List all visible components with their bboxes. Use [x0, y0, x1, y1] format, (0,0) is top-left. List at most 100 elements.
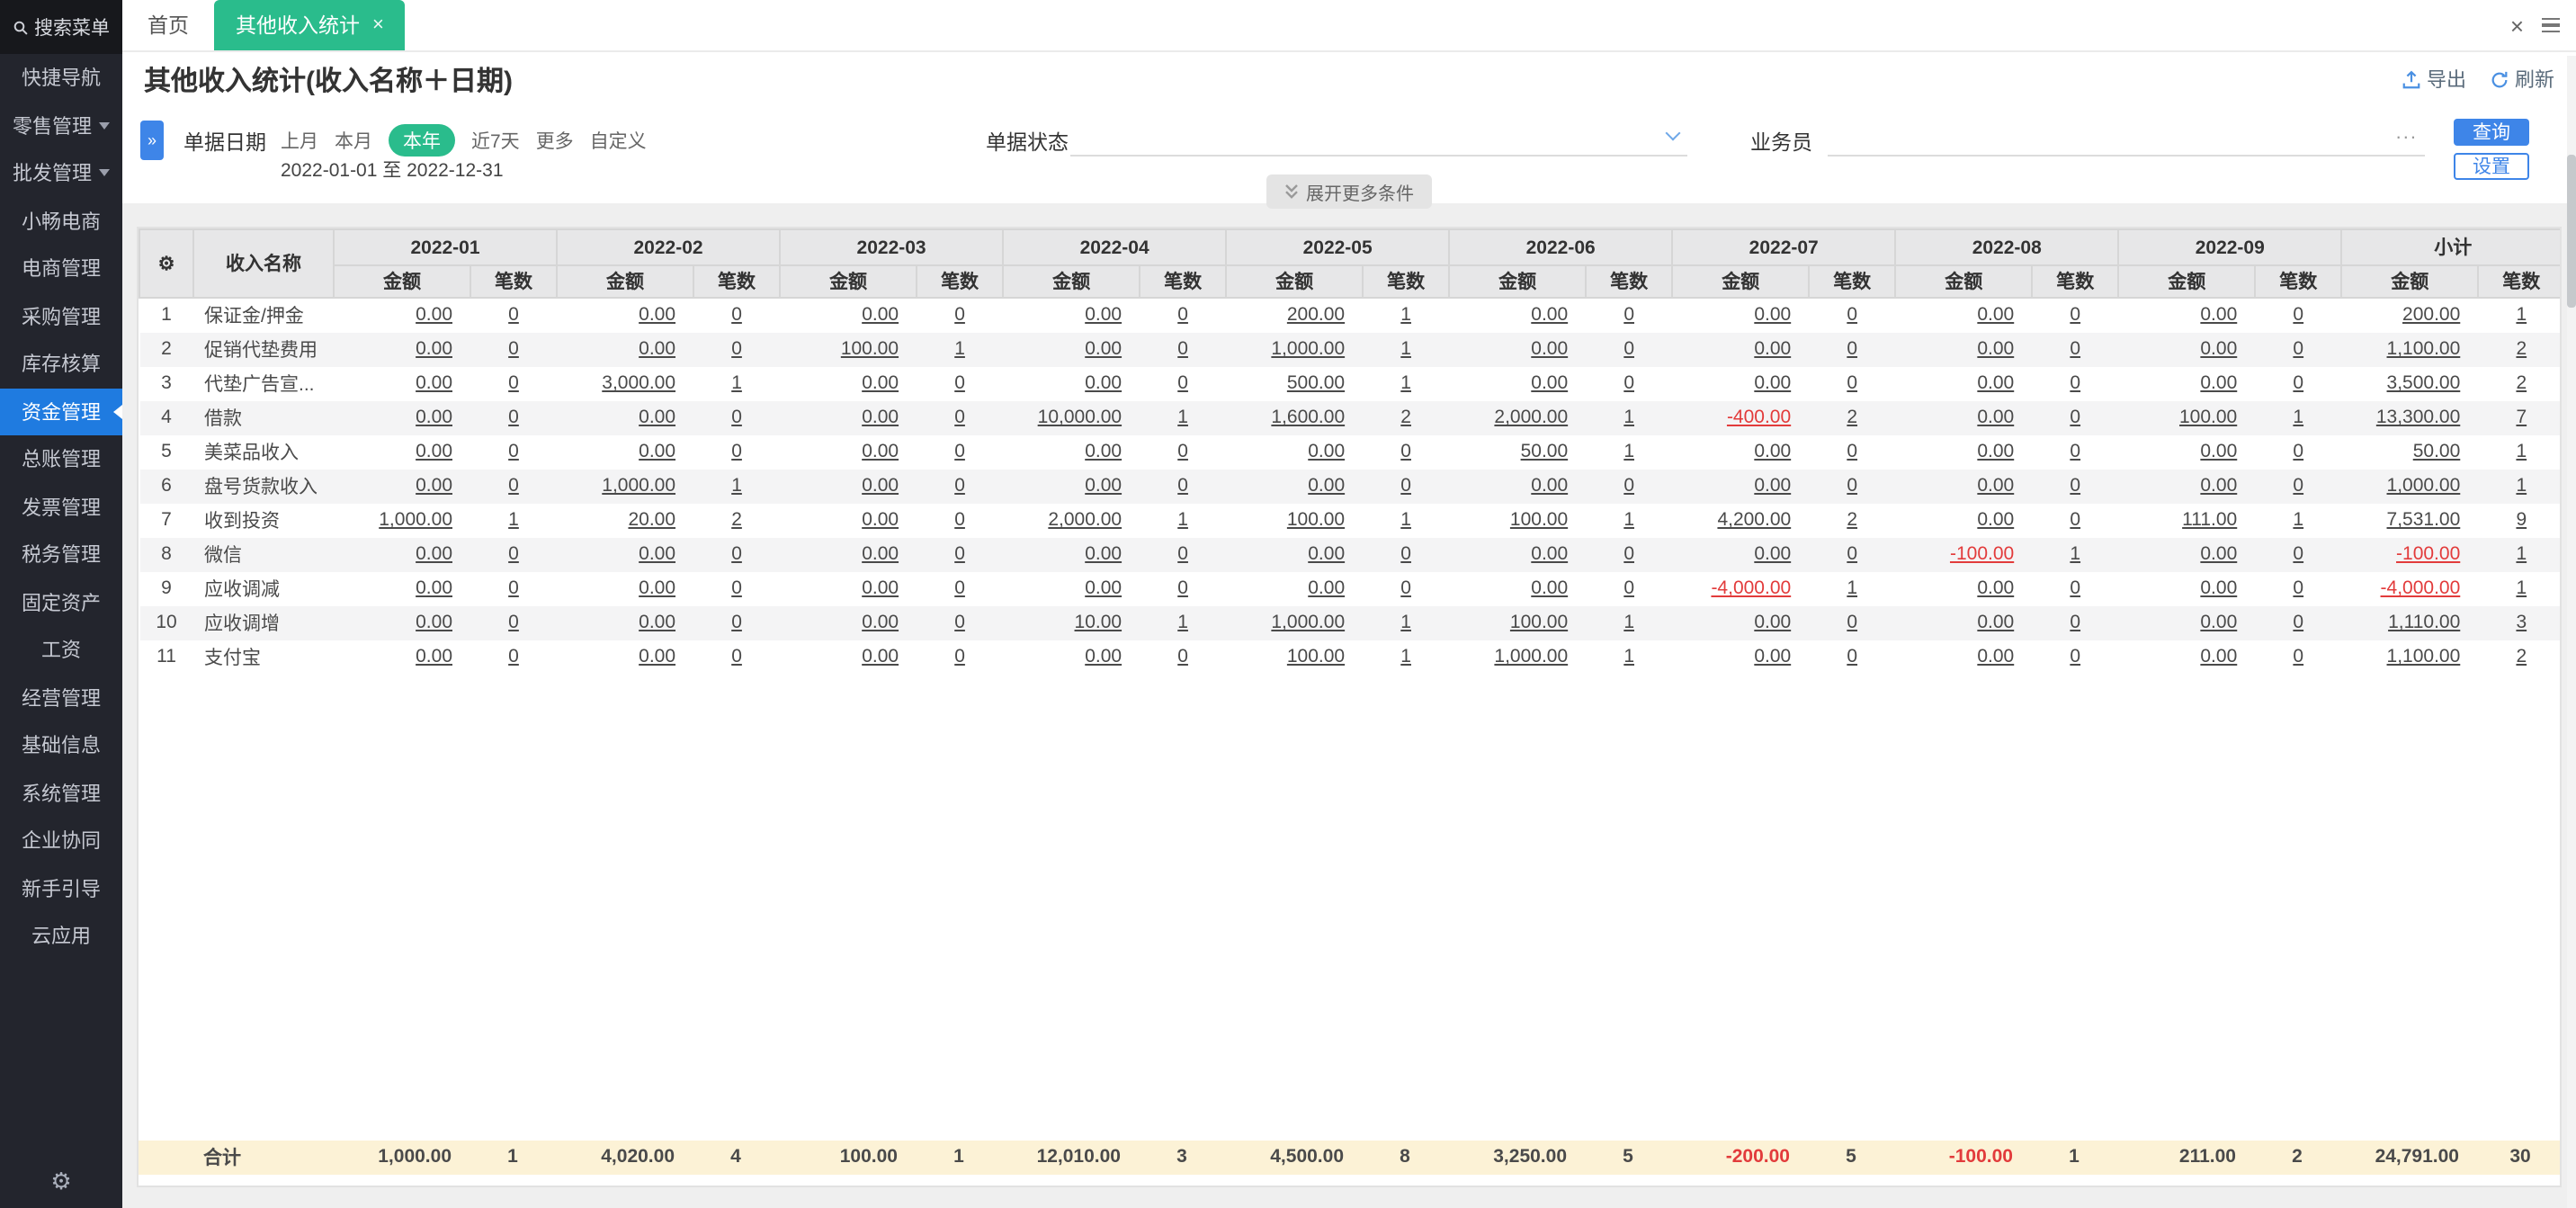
count-value-link[interactable]: 1: [1177, 407, 1188, 428]
menu-icon[interactable]: [2542, 17, 2560, 33]
count-value-link[interactable]: 0: [2293, 441, 2304, 462]
count-value-link[interactable]: 2: [1847, 407, 1858, 428]
count-value-link[interactable]: 0: [1847, 612, 1858, 633]
count-value-link[interactable]: 0: [1623, 475, 1634, 497]
count-value-link[interactable]: 0: [1177, 338, 1188, 360]
amount-value-link[interactable]: 0.00: [862, 304, 899, 327]
quick-date-option[interactable]: 本月: [335, 130, 372, 152]
amount-value-link[interactable]: -4,000.00: [1711, 577, 1792, 599]
count-value-link[interactable]: 0: [2293, 338, 2304, 360]
amount-value-link[interactable]: 0.00: [1754, 441, 1792, 462]
amount-value-link[interactable]: -400.00: [1726, 407, 1792, 428]
count-value-link[interactable]: 0: [1400, 543, 1411, 565]
amount-value-link[interactable]: 1,000.00: [1271, 612, 1346, 633]
sidebar-item[interactable]: 快捷导航: [0, 54, 122, 102]
count-value-link[interactable]: 1: [1623, 509, 1634, 531]
amount-value-link[interactable]: 0.00: [1531, 543, 1569, 565]
amount-value-link[interactable]: 0.00: [1977, 304, 2015, 327]
count-value-link[interactable]: 1: [1623, 441, 1634, 462]
amount-value-link[interactable]: 10.00: [1074, 612, 1123, 633]
count-value-link[interactable]: 0: [954, 577, 965, 599]
settings-button[interactable]: 设置: [2454, 153, 2529, 180]
amount-value-link[interactable]: -4,000.00: [2380, 577, 2461, 599]
count-value-link[interactable]: 0: [731, 577, 742, 599]
count-value-link[interactable]: 1: [731, 475, 742, 497]
sidebar-item[interactable]: 企业协同: [0, 817, 122, 864]
amount-value-link[interactable]: 0.00: [639, 543, 676, 565]
sidebar-item[interactable]: 云应用: [0, 912, 122, 960]
amount-value-link[interactable]: 0.00: [862, 543, 899, 565]
amount-value-link[interactable]: 0.00: [1085, 475, 1123, 497]
count-value-link[interactable]: 0: [731, 407, 742, 428]
count-value-link[interactable]: 0: [1400, 577, 1411, 599]
count-value-link[interactable]: 1: [2293, 407, 2304, 428]
count-value-link[interactable]: 0: [954, 407, 965, 428]
count-value-link[interactable]: 1: [2516, 304, 2527, 327]
count-value-link[interactable]: 0: [2070, 304, 2081, 327]
count-value-link[interactable]: 0: [1623, 372, 1634, 394]
amount-value-link[interactable]: 0.00: [1977, 475, 2015, 497]
amount-value-link[interactable]: 1,100.00: [2386, 338, 2461, 360]
amount-value-link[interactable]: 0.00: [2200, 338, 2238, 360]
count-value-link[interactable]: 0: [1177, 646, 1188, 667]
amount-value-link[interactable]: 0.00: [1977, 612, 2015, 633]
count-value-link[interactable]: 0: [1847, 441, 1858, 462]
count-value-link[interactable]: 7: [2516, 407, 2527, 428]
amount-value-link[interactable]: 200.00: [2402, 304, 2461, 327]
count-value-link[interactable]: 0: [2293, 646, 2304, 667]
amount-value-link[interactable]: 0.00: [416, 372, 452, 394]
amount-value-link[interactable]: 0.00: [1977, 407, 2015, 428]
amount-value-link[interactable]: 0.00: [1085, 304, 1123, 327]
amount-value-link[interactable]: 0.00: [862, 441, 899, 462]
count-value-link[interactable]: 0: [954, 304, 965, 327]
count-value-link[interactable]: 0: [1177, 304, 1188, 327]
amount-value-link[interactable]: 2,000.00: [1494, 407, 1569, 428]
count-value-link[interactable]: 0: [508, 372, 519, 394]
count-value-link[interactable]: 2: [731, 509, 742, 531]
count-value-link[interactable]: 1: [1400, 304, 1411, 327]
amount-value-link[interactable]: 1,000.00: [1494, 646, 1569, 667]
amount-value-link[interactable]: 0.00: [1754, 338, 1792, 360]
amount-value-link[interactable]: 0.00: [1754, 543, 1792, 565]
amount-value-link[interactable]: 7,531.00: [2386, 509, 2461, 531]
amount-value-link[interactable]: 0.00: [862, 577, 899, 599]
count-value-link[interactable]: 1: [954, 338, 965, 360]
amount-value-link[interactable]: 1,100.00: [2386, 646, 2461, 667]
count-value-link[interactable]: 0: [508, 475, 519, 497]
amount-value-link[interactable]: 100.00: [1509, 612, 1569, 633]
amount-value-link[interactable]: 200.00: [1286, 304, 1346, 327]
quick-date-option[interactable]: 自定义: [589, 130, 647, 152]
count-value-link[interactable]: 0: [954, 543, 965, 565]
count-value-link[interactable]: 0: [1177, 372, 1188, 394]
count-value-link[interactable]: 0: [1400, 441, 1411, 462]
amount-value-link[interactable]: 0.00: [1754, 304, 1792, 327]
amount-value-link[interactable]: 0.00: [639, 577, 676, 599]
amount-value-link[interactable]: 0.00: [2200, 441, 2238, 462]
amount-value-link[interactable]: 100.00: [2179, 407, 2238, 428]
count-value-link[interactable]: 0: [1847, 304, 1858, 327]
count-value-link[interactable]: 0: [731, 338, 742, 360]
count-value-link[interactable]: 0: [2293, 475, 2304, 497]
count-value-link[interactable]: 1: [2070, 543, 2081, 565]
close-icon[interactable]: ×: [2509, 12, 2524, 39]
count-value-link[interactable]: 0: [2070, 577, 2081, 599]
amount-value-link[interactable]: 0.00: [639, 646, 676, 667]
amount-value-link[interactable]: 2,000.00: [1048, 509, 1123, 531]
amount-value-link[interactable]: 1,600.00: [1271, 407, 1346, 428]
amount-value-link[interactable]: 0.00: [1085, 543, 1123, 565]
count-value-link[interactable]: 0: [954, 509, 965, 531]
sidebar-item[interactable]: 资金管理: [0, 388, 122, 435]
amount-value-link[interactable]: 3,000.00: [602, 372, 676, 394]
amount-value-link[interactable]: 0.00: [639, 338, 676, 360]
amount-value-link[interactable]: 100.00: [1286, 509, 1346, 531]
count-value-link[interactable]: 0: [1847, 372, 1858, 394]
count-value-link[interactable]: 0: [1623, 304, 1634, 327]
amount-value-link[interactable]: 0.00: [1085, 372, 1123, 394]
count-value-link[interactable]: 1: [1400, 509, 1411, 531]
amount-value-link[interactable]: 0.00: [862, 407, 899, 428]
count-value-link[interactable]: 0: [2070, 475, 2081, 497]
amount-value-link[interactable]: -100.00: [2396, 543, 2461, 565]
tab-home[interactable]: 首页: [148, 16, 189, 38]
count-value-link[interactable]: 0: [508, 304, 519, 327]
amount-value-link[interactable]: 0.00: [862, 475, 899, 497]
